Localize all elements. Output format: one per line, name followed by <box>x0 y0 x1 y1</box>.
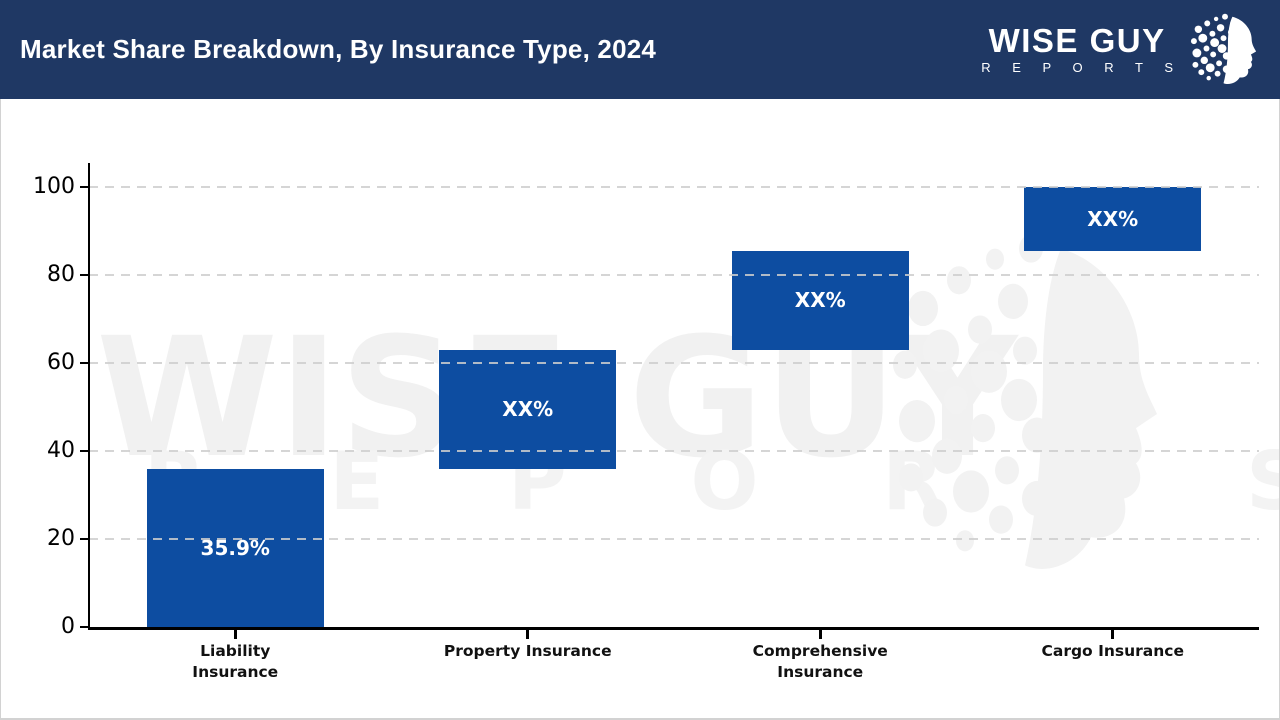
x-tick <box>526 630 530 639</box>
bar-value-label: XX% <box>794 288 846 313</box>
y-tick-label: 20 <box>47 526 75 551</box>
watermark-face-icon <box>893 234 1157 569</box>
x-axis <box>88 627 1259 630</box>
bar-value-label: 35.9% <box>200 536 270 560</box>
category-label: Property Insurance <box>443 642 612 660</box>
wiseguy-logo: WISE GUY R E P O R T S <box>972 8 1262 92</box>
chart-title: Market Share Breakdown, By Insurance Typ… <box>20 34 657 64</box>
y-tick-label: 0 <box>61 614 75 639</box>
bar: XX% <box>731 250 909 350</box>
y-tick-label: 40 <box>47 438 75 463</box>
category-label: Liability Insurance <box>192 642 279 681</box>
bar: 35.9% <box>146 469 324 627</box>
logo-face-icon <box>1190 13 1257 84</box>
gridline <box>89 186 1259 188</box>
x-tick <box>233 630 237 639</box>
y-tick <box>80 362 89 364</box>
waterfall-chart: WISE GUY R E P O R T S 0 20 40 60 80 100 35.9%… <box>0 99 1280 720</box>
y-tick <box>80 626 89 628</box>
x-tick <box>1111 630 1115 639</box>
logo-text-main: WISE GUY <box>988 21 1166 59</box>
bar: XX% <box>1024 187 1202 251</box>
gridline <box>89 450 1259 452</box>
logo-text-sub: R E P O R T S <box>981 59 1182 75</box>
gridline <box>89 538 1259 540</box>
category-label: Comprehensive Insurance <box>752 642 888 681</box>
header: Market Share Breakdown, By Insurance Typ… <box>0 0 1280 99</box>
y-tick <box>80 450 89 452</box>
y-tick-label: 100 <box>33 174 75 199</box>
y-axis <box>88 163 90 630</box>
y-tick <box>80 538 89 540</box>
y-tick <box>80 186 89 188</box>
y-tick-label: 80 <box>47 262 75 287</box>
bar: XX% <box>439 349 617 470</box>
y-tick-label: 60 <box>47 350 75 375</box>
gridline <box>89 362 1259 364</box>
x-tick <box>818 630 822 639</box>
category-label: Cargo Insurance <box>1041 642 1185 660</box>
logo-wordmark: WISE GUY R E P O R T S <box>972 21 1182 76</box>
gridline <box>89 274 1259 276</box>
bar-value-label: XX% <box>502 397 554 422</box>
y-tick <box>80 274 89 276</box>
bar-value-label: XX% <box>1087 206 1139 231</box>
